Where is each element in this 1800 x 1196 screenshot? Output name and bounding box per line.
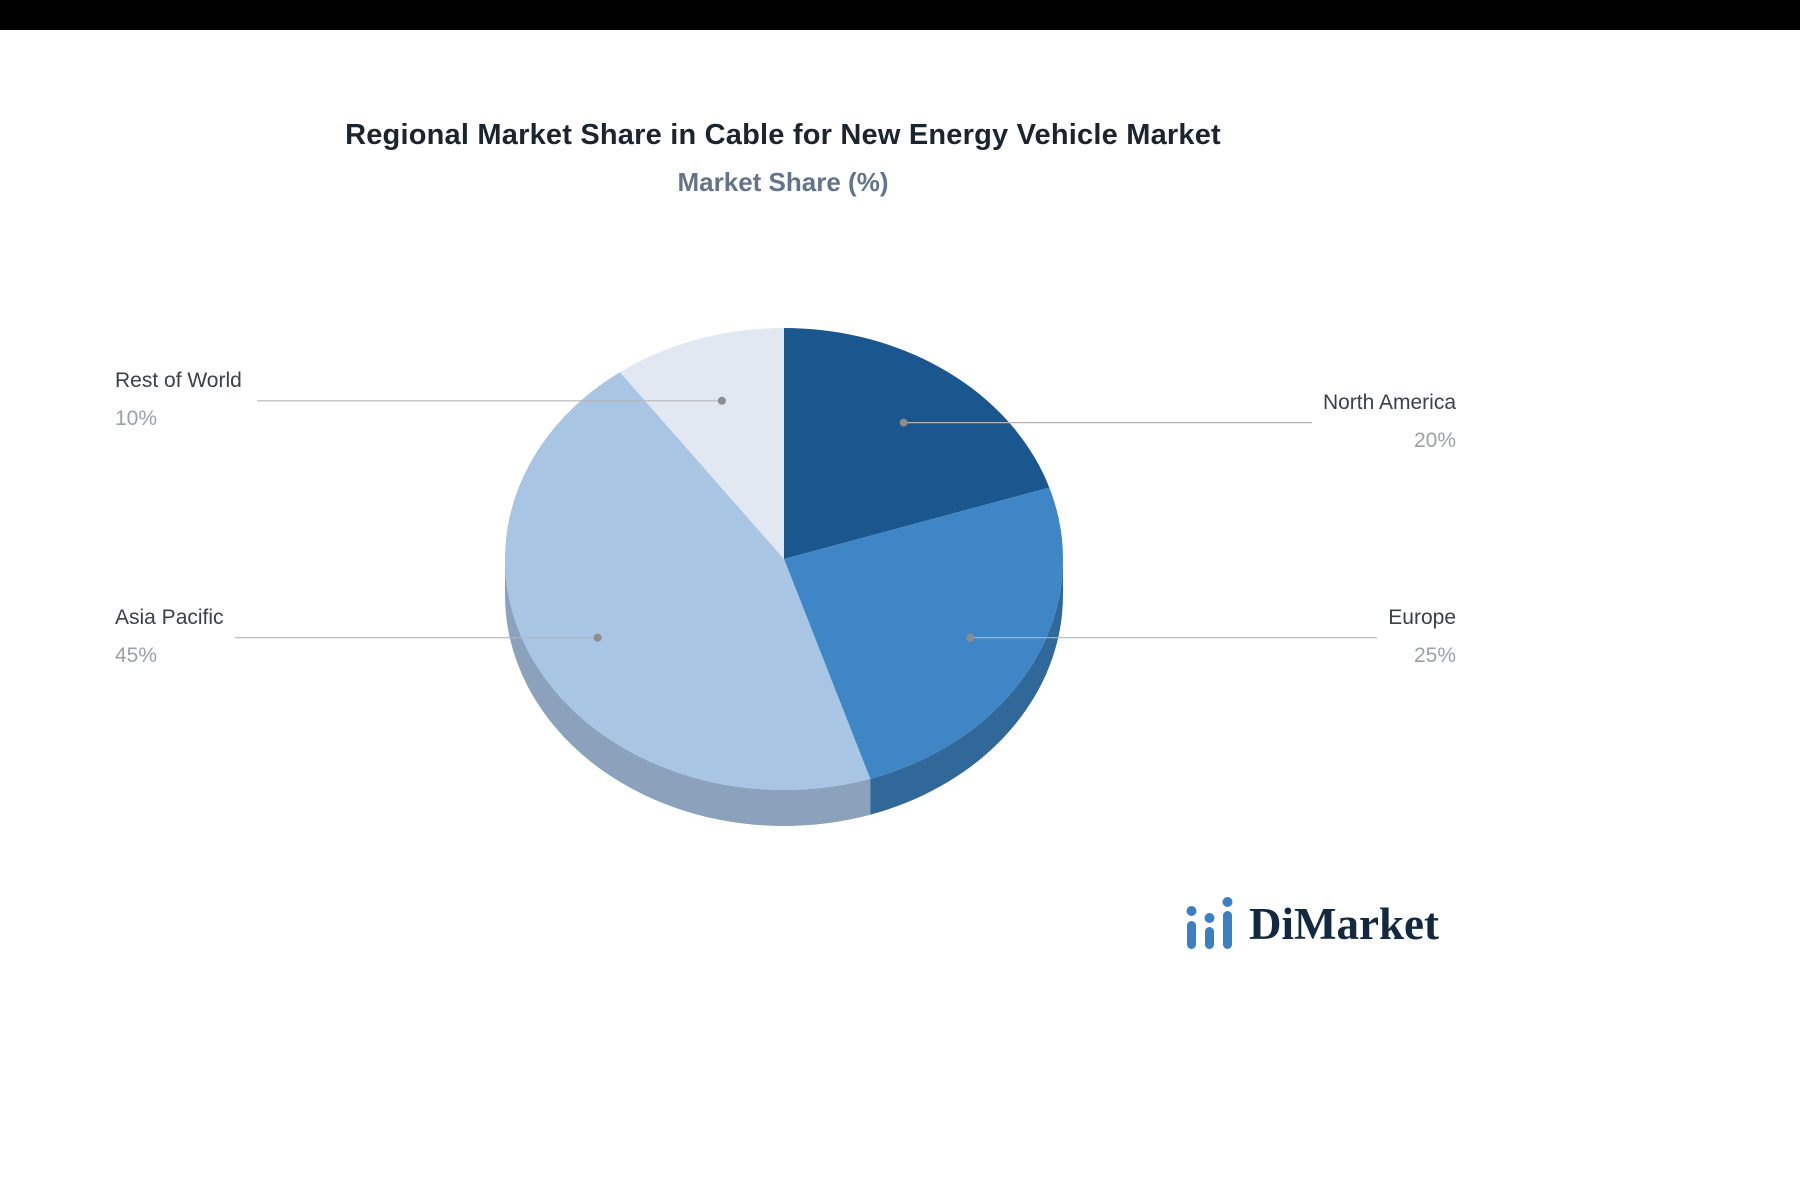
pie-slice-asia-pacific bbox=[505, 372, 871, 790]
dimarket-logo-text: DiMarket bbox=[1249, 899, 1439, 949]
callout-label: Asia Pacific bbox=[115, 605, 224, 629]
callout-dot-north-america bbox=[899, 418, 908, 427]
pie-slice-side-asia-pacific bbox=[505, 559, 871, 826]
pie-slice-rest-of-world bbox=[620, 328, 784, 559]
top-bar bbox=[0, 0, 1800, 30]
callout-label: Rest of World bbox=[115, 368, 242, 392]
callout-europe: Europe 25% bbox=[1388, 605, 1456, 669]
pie-slice-side-europe bbox=[870, 559, 1063, 815]
callout-north-america: North America 20% bbox=[1323, 390, 1456, 454]
pie-slice-europe bbox=[784, 487, 1063, 779]
callout-label: North America bbox=[1322, 390, 1456, 414]
callout-dot-asia-pacific bbox=[593, 633, 602, 642]
callout-dot-rest-of-world bbox=[717, 396, 726, 405]
chart-title: Regional Market Share in Cable for New E… bbox=[345, 119, 1221, 151]
callout-dot-europe bbox=[966, 633, 975, 642]
pie-slice-north-america bbox=[784, 328, 1050, 559]
callout-rest-of-world: Rest of World 10% bbox=[115, 368, 242, 432]
callout-value: 45% bbox=[115, 643, 158, 667]
chart-subtitle: Market Share (%) bbox=[677, 167, 889, 197]
callout-value: 20% bbox=[1413, 428, 1456, 452]
callout-label: Europe bbox=[1388, 605, 1456, 629]
dimarket-logo-icon bbox=[1186, 897, 1233, 949]
chart-header: Regional Market Share in Cable for New E… bbox=[0, 118, 1566, 197]
callout-value: 10% bbox=[115, 406, 158, 430]
callout-asia-pacific: Asia Pacific 45% bbox=[115, 605, 224, 669]
callout-value: 25% bbox=[1413, 643, 1456, 667]
dimarket-logo: DiMarket bbox=[1185, 897, 1439, 951]
